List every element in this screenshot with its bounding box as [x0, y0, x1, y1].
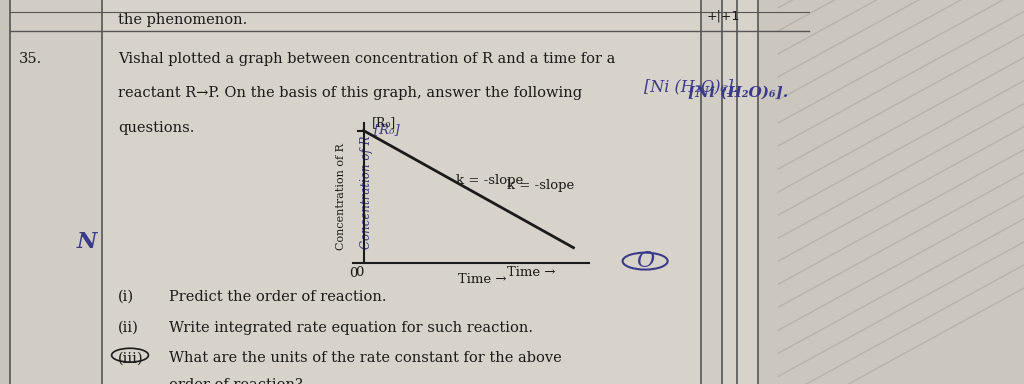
Text: [Ni (H₂O)₆].: [Ni (H₂O)₆].	[688, 85, 788, 99]
Text: Time →: Time →	[507, 266, 555, 279]
Text: [R₀]: [R₀]	[372, 116, 396, 129]
Text: Predict the order of reaction.: Predict the order of reaction.	[169, 290, 386, 304]
Text: k = -slope: k = -slope	[456, 174, 523, 187]
Text: 0: 0	[349, 267, 357, 280]
Text: N: N	[77, 231, 97, 253]
Text: reactant R→P. On the basis of this graph, answer the following: reactant R→P. On the basis of this graph…	[118, 86, 582, 100]
Text: [Ni (H₂O)₆].: [Ni (H₂O)₆].	[644, 78, 738, 95]
Text: 35.: 35.	[18, 52, 42, 66]
Text: Vishal plotted a graph between concentration of R and a time for a: Vishal plotted a graph between concentra…	[118, 52, 615, 66]
Text: k = -slope: k = -slope	[507, 179, 574, 192]
Bar	[102, 0, 737, 384]
Text: (ii): (ii)	[118, 321, 138, 334]
Bar	[722, 0, 773, 384]
Text: the phenomenon.: the phenomenon.	[118, 13, 247, 27]
Text: Time →: Time →	[458, 273, 506, 286]
Text: Write integrated rate equation for such reaction.: Write integrated rate equation for such …	[169, 321, 532, 334]
Text: O: O	[636, 250, 654, 272]
Text: (i): (i)	[118, 290, 134, 304]
Text: [R₀]: [R₀]	[374, 123, 400, 136]
Bar	[10, 0, 102, 384]
Text: What are the units of the rate constant for the above: What are the units of the rate constant …	[169, 351, 562, 365]
Text: 0: 0	[355, 266, 364, 279]
Text: +|+1: +|+1	[707, 10, 740, 23]
Text: questions.: questions.	[118, 121, 195, 135]
Text: order of reaction?: order of reaction?	[169, 378, 303, 384]
Bar	[701, 0, 722, 384]
Text: Concentration of R: Concentration of R	[336, 143, 346, 250]
Text: (iii): (iii)	[118, 351, 143, 365]
Text: Concentration of R: Concentration of R	[360, 135, 373, 249]
Bar	[758, 0, 1024, 384]
